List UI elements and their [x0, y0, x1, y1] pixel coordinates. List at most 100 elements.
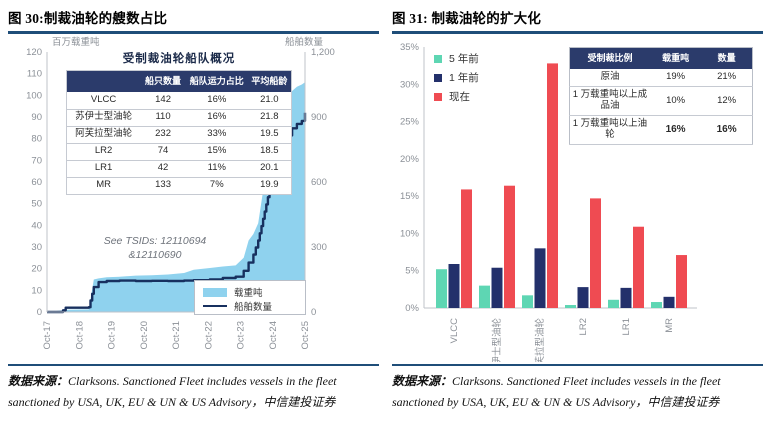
table-cell: 原油: [569, 69, 650, 88]
y-left-tick: 80: [31, 134, 42, 145]
bar-LR2-1: [577, 287, 589, 308]
table-cell: VLCC: [66, 92, 141, 110]
y-right-axis-unit: 船舶数量: [285, 37, 324, 48]
table-header-cell: 船只数量: [140, 70, 186, 93]
table-row: VLCC 142 16% 21.0: [66, 92, 292, 110]
table-cell: 1 万载重吨以上成品油: [569, 86, 650, 117]
table-cell: 21.0: [247, 92, 292, 110]
table-cell: 33%: [185, 126, 248, 144]
chart-divider: [8, 364, 379, 366]
table-cell: 16%: [701, 115, 753, 145]
fleet-table: 船只数量 船队运力占比 平均船龄 VLCC 142 16% 21.0 苏伊士型油轮 110 16%…: [66, 70, 292, 195]
y-left-axis-unit: 百万载重吨: [52, 37, 100, 48]
y-left-tick: 120: [26, 47, 42, 58]
x-tick: Oct-20: [139, 321, 150, 350]
table-cell: 10%: [649, 86, 702, 117]
y-tick: 30%: [400, 79, 420, 90]
bar-LR1-1: [620, 287, 632, 308]
table-header-cell: [66, 70, 141, 93]
x-tick: VLCC: [449, 318, 460, 343]
x-tick: Oct-19: [107, 321, 118, 350]
y-tick: 25%: [400, 117, 420, 128]
table-cell: 1 万载重吨以上油轮: [569, 115, 650, 145]
table-cell: 20.1: [247, 160, 292, 178]
table-header-cell: 船队运力占比: [185, 70, 248, 93]
bar-MR-1: [663, 296, 675, 308]
y-left-tick: 20: [31, 264, 42, 275]
table-row: LR2 74 15% 18.5: [66, 143, 292, 161]
table-cell: 15%: [185, 143, 248, 161]
y-tick: 10%: [400, 228, 420, 239]
table-cell: 11%: [185, 160, 248, 178]
table-cell: 苏伊士型油轮: [66, 109, 141, 127]
legend-swatch-icon: [434, 54, 442, 63]
y-left-tick: 70: [31, 155, 42, 166]
bar-苏伊士型油轮-2: [504, 185, 515, 308]
bar-VLCC-0: [436, 269, 447, 308]
table-cell: 16%: [185, 92, 248, 110]
figure-31-title: 图 31: 制裁油轮的扩大化: [392, 11, 542, 26]
table-row: 1 万载重吨以上成品油 10% 12%: [569, 86, 753, 117]
y-tick: 15%: [400, 191, 420, 202]
chart-legend: 载重吨 船舶数量: [194, 280, 306, 315]
legend-label: 1 年前: [449, 72, 479, 84]
table-cell: 16%: [185, 109, 248, 127]
source-note: 数据来源：Clarksons. Sanctioned Fleet include…: [392, 374, 721, 409]
bar-LR1-0: [608, 299, 619, 308]
y-left-tick: 40: [31, 220, 42, 231]
legend-swatch-icon: [434, 73, 442, 82]
table-cell: 7%: [185, 177, 248, 195]
x-tick: MR: [664, 318, 675, 333]
legend-item: 现在: [434, 89, 479, 104]
y-left-tick: 60: [31, 177, 42, 188]
x-tick: LR1: [621, 318, 632, 335]
x-tick: Oct-17: [42, 321, 53, 350]
bar-阿芙拉型油轮-0: [522, 295, 533, 308]
table-cell: 21%: [701, 69, 753, 88]
x-tick: 阿芙拉型油轮: [534, 318, 546, 362]
title-divider: [392, 31, 763, 34]
table-row: LR1 42 11% 20.1: [66, 160, 292, 178]
table-cell: 16%: [649, 115, 702, 145]
bar-MR-2: [676, 255, 687, 308]
sanctioned-fleet-summary-table: 受制裁油轮船队概况 船只数量 船队运力占比 平均船龄 VLCC 142 16% 21.0 苏伊…: [66, 50, 292, 195]
y-left-tick: 0: [37, 307, 42, 318]
table-cell: LR2: [66, 143, 141, 161]
bar-阿芙拉型油轮-2: [547, 63, 558, 308]
bar-LR2-0: [565, 305, 576, 308]
y-left-tick: 30: [31, 242, 42, 253]
table-cell: 133: [140, 177, 186, 195]
table-header-cell: 载重吨: [649, 47, 702, 70]
source-note: 数据来源：Clarksons. Sanctioned Fleet include…: [8, 374, 337, 409]
bar-MR-0: [651, 302, 662, 308]
legend-item-ships: 船舶数量: [203, 299, 297, 313]
y-left-tick: 10: [31, 285, 42, 296]
y-left-tick: 90: [31, 112, 42, 123]
table-cell: 18.5: [247, 143, 292, 161]
y-right-tick: 600: [311, 177, 327, 188]
chart-divider: [392, 364, 763, 366]
x-tick: 苏伊士型油轮: [491, 318, 503, 362]
bar-阿芙拉型油轮-1: [534, 248, 546, 308]
table-cell: 阿芙拉型油轮: [66, 126, 141, 144]
x-tick: Oct-24: [268, 321, 279, 350]
figure-30-panel: 图 30:制裁油轮的艘数占比 0 10 20 30 40 50 60 70 80 90 100 110…: [8, 0, 379, 422]
share-table: 受制裁比例 载重吨 数量 原油 19% 21% 1 万载重吨以上成品油 10% 12% 1 万载重…: [569, 47, 753, 145]
figure-30-title: 图 30:制裁油轮的艘数占比: [8, 11, 168, 26]
table-cell: 19.5: [247, 126, 292, 144]
table-header-cell: 平均船龄: [247, 70, 292, 93]
x-tick: Oct-23: [236, 321, 247, 350]
table-cell: 110: [140, 109, 186, 127]
figure-31-panel: 图 31: 制裁油轮的扩大化 0% 5% 10% 15% 20% 25% 30% 35% VLC…: [392, 0, 763, 422]
legend-label: 5 年前: [449, 53, 479, 65]
table-cell: 232: [140, 126, 186, 144]
table-cell: 142: [140, 92, 186, 110]
y-left-tick: 50: [31, 199, 42, 210]
legend-swatch-icon: [434, 92, 442, 101]
area-swatch-icon: [203, 287, 227, 297]
sanctioned-fleet-area-chart-zone: 0 10 20 30 40 50 60 70 80 90 100 110 120 0 300 600 900 1,…: [8, 36, 379, 362]
x-tick: Oct-22: [203, 321, 214, 350]
y-left-tick: 100: [26, 90, 42, 101]
chart-legend: 5 年前 1 年前现在: [434, 51, 479, 104]
bar-VLCC-2: [461, 189, 472, 308]
